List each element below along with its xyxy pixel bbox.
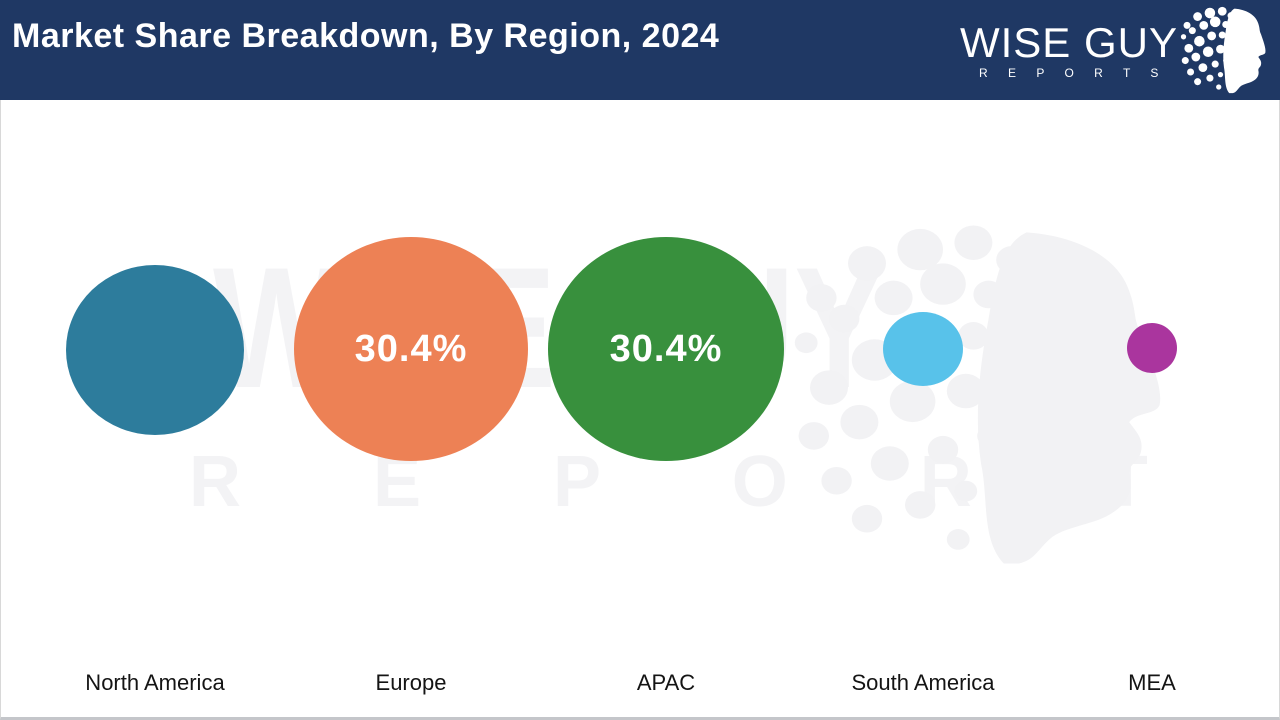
bubble-north-america [66,265,244,435]
chart-area: WISE GUY R E P O R T S 30.4% 30.4% North … [0,100,1280,720]
logo-subtitle: R E P O R T S [979,65,1167,80]
logo-text: WISE GUY R E P O R T S [959,18,1178,80]
logo-wordmark: WISE GUY [959,18,1178,66]
bubble-europe: 30.4% [294,237,528,461]
bubble-value-label: 30.4% [354,327,468,370]
bubble-mea [1127,323,1177,373]
category-label-south-america: South America [851,670,995,695]
header: Market Share Breakdown, By Region, 2024 … [0,0,1280,100]
bubble-south-america [883,312,963,386]
watermark-face-icon [794,225,1161,564]
category-label-mea: MEA [1128,670,1176,695]
page-title: Market Share Breakdown, By Region, 2024 [12,16,720,55]
category-label-north-america: North America [85,670,225,695]
bubble-value-label: 30.4% [609,327,723,370]
wise-guy-reports-logo: WISE GUY R E P O R T S [960,5,1268,95]
category-label-apac: APAC [636,670,696,695]
wise-guy-face-icon [1180,6,1266,94]
category-label-europe: Europe [375,670,447,695]
bubble-apac: 30.4% [548,237,784,461]
